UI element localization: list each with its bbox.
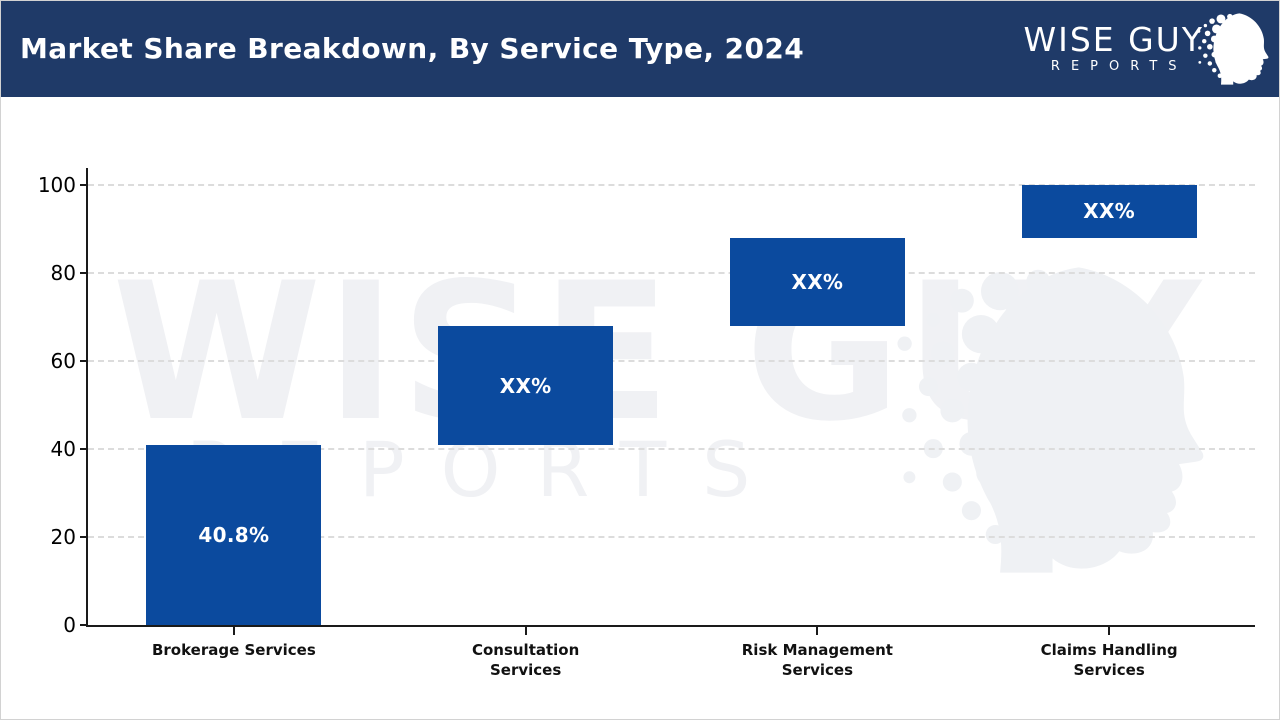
gridline-60 — [88, 360, 1255, 362]
x-tickmark — [524, 627, 527, 635]
logo-subtitle: REPORTS — [1050, 59, 1188, 74]
category-label: Consultation Services — [386, 640, 666, 680]
y-tick-label-100: 100 — [37, 173, 76, 197]
bar-segment: XX% — [1021, 185, 1197, 238]
category-label-line: Claims Handling — [1040, 641, 1178, 659]
y-tick-label-80: 80 — [50, 261, 76, 285]
bar-value-label: XX% — [1083, 199, 1136, 224]
category-label-line: Services — [1073, 661, 1145, 679]
category-label-line: Services — [781, 661, 854, 679]
logo-text: WISE GUY REPORTS — [1023, 23, 1204, 74]
category-label-line: Brokerage Services — [151, 641, 316, 659]
category-label-line: Services — [489, 661, 562, 679]
y-tickmark-40 — [80, 448, 88, 450]
bar-value-label: XX% — [499, 373, 552, 398]
y-axis-line — [86, 168, 88, 627]
x-axis-line — [86, 625, 1255, 627]
category-label-line: Risk Management — [741, 641, 893, 659]
x-tickmark — [232, 627, 235, 635]
x-tickmark — [816, 627, 819, 635]
y-tick-label-0: 0 — [63, 613, 76, 637]
watermark-face-icon — [897, 267, 1204, 573]
wise-guy-reports-logo: WISE GUY REPORTS — [1023, 3, 1280, 95]
category-label: Risk Management Services — [677, 640, 957, 680]
bar-value-label: 40.8% — [198, 523, 270, 548]
header-bar: Market Share Breakdown, By Service Type,… — [0, 0, 1280, 97]
bar-value-label: XX% — [791, 269, 844, 294]
bar-segment: XX% — [729, 237, 905, 326]
y-tickmark-100 — [80, 184, 88, 186]
gridline-20 — [88, 536, 1255, 538]
y-tickmark-0 — [80, 624, 88, 626]
y-tick-label-60: 60 — [50, 349, 76, 373]
y-tick-label-20: 20 — [50, 525, 76, 549]
x-tickmark — [1108, 627, 1111, 635]
y-tickmark-60 — [80, 360, 88, 362]
logo-wordmark: WISE GUY — [1023, 20, 1204, 59]
y-tick-label-40: 40 — [50, 437, 76, 461]
y-tickmark-20 — [80, 536, 88, 538]
category-label: Brokerage Services — [94, 640, 374, 660]
y-tickmark-80 — [80, 272, 88, 274]
category-label: Claims Handling Services — [969, 640, 1249, 680]
page-title: Market Share Breakdown, By Service Type,… — [20, 32, 805, 65]
gridline-40 — [88, 448, 1255, 450]
gridline-100 — [88, 184, 1255, 186]
gridline-80 — [88, 272, 1255, 274]
bar-segment: XX% — [438, 325, 614, 446]
category-label-line: Consultation — [471, 641, 580, 659]
bar-segment: 40.8% — [146, 445, 322, 625]
